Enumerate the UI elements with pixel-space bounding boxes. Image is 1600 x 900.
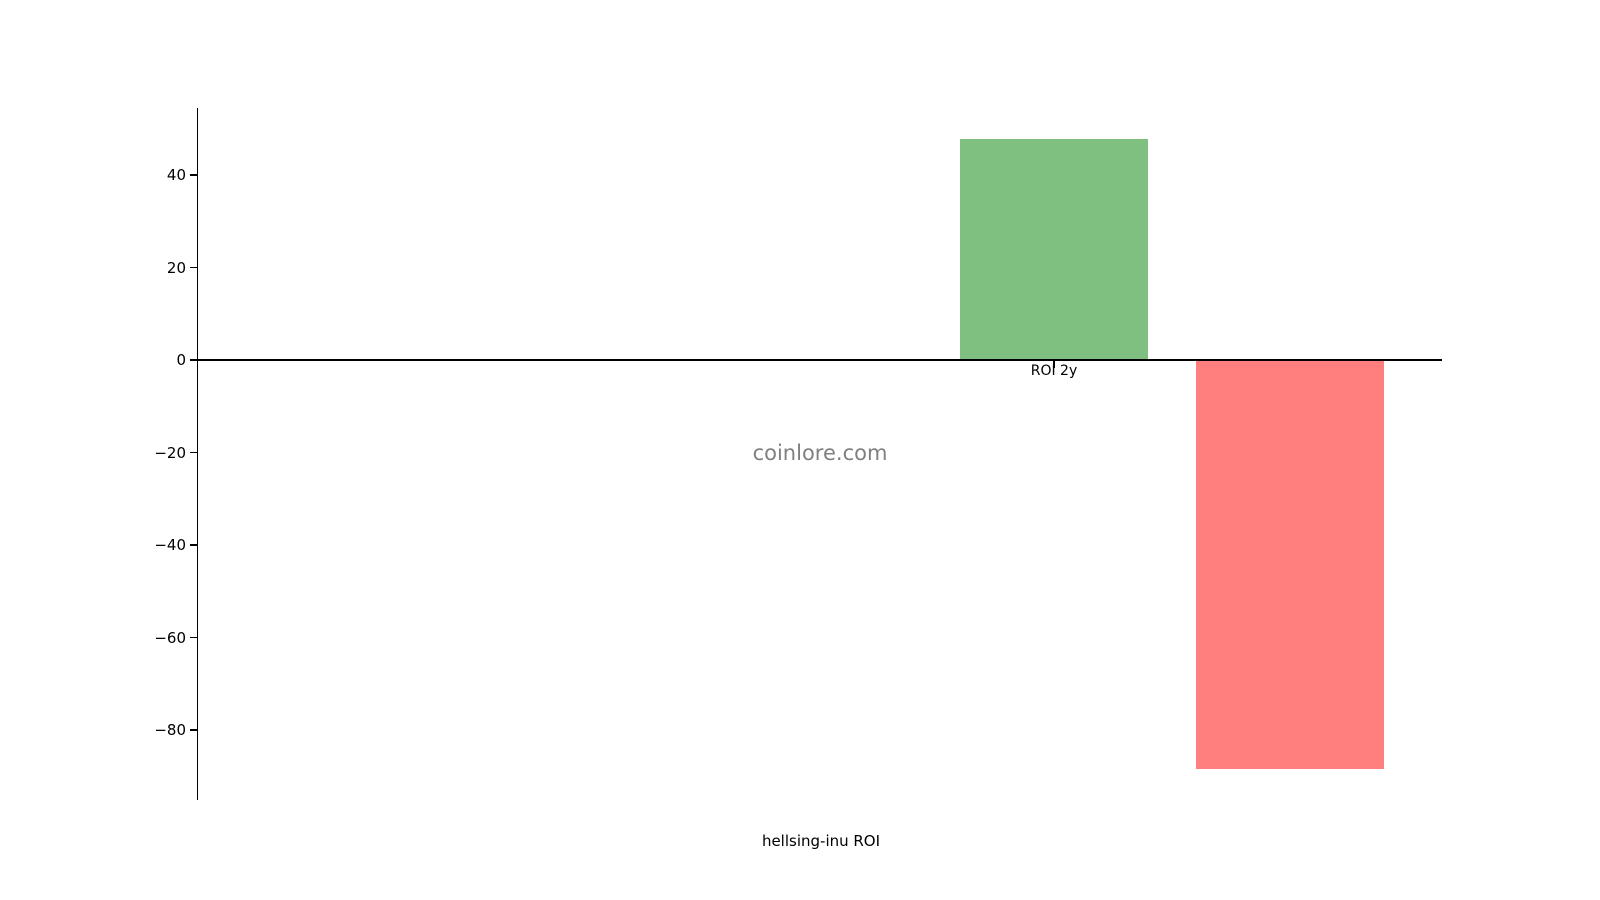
y-tick — [189, 451, 197, 454]
y-tick-label: −80 — [154, 721, 186, 739]
y-axis-line — [196, 108, 198, 800]
y-tick — [189, 544, 197, 546]
y-tick — [189, 359, 197, 361]
y-tick-label: 0 — [176, 351, 186, 369]
bar-unlabeled-1 — [1196, 360, 1384, 769]
y-tick-label: −40 — [154, 536, 186, 554]
bar-roi-2y — [960, 139, 1148, 360]
y-tick-label: −60 — [154, 628, 186, 647]
y-tick — [189, 729, 197, 731]
y-tick — [189, 266, 197, 269]
watermark-text: coinlore.com — [752, 441, 888, 465]
y-tick-label: −20 — [154, 443, 186, 462]
x-tick — [1053, 360, 1055, 368]
y-tick — [189, 174, 197, 176]
x-tick-label: ROI 2y — [1030, 363, 1078, 379]
x-axis-title: hellsing-inu ROI — [761, 832, 881, 850]
x-axis-line — [198, 359, 1442, 361]
y-tick-label: 20 — [166, 258, 186, 277]
y-tick — [189, 636, 197, 639]
y-tick-label: 40 — [166, 166, 186, 184]
